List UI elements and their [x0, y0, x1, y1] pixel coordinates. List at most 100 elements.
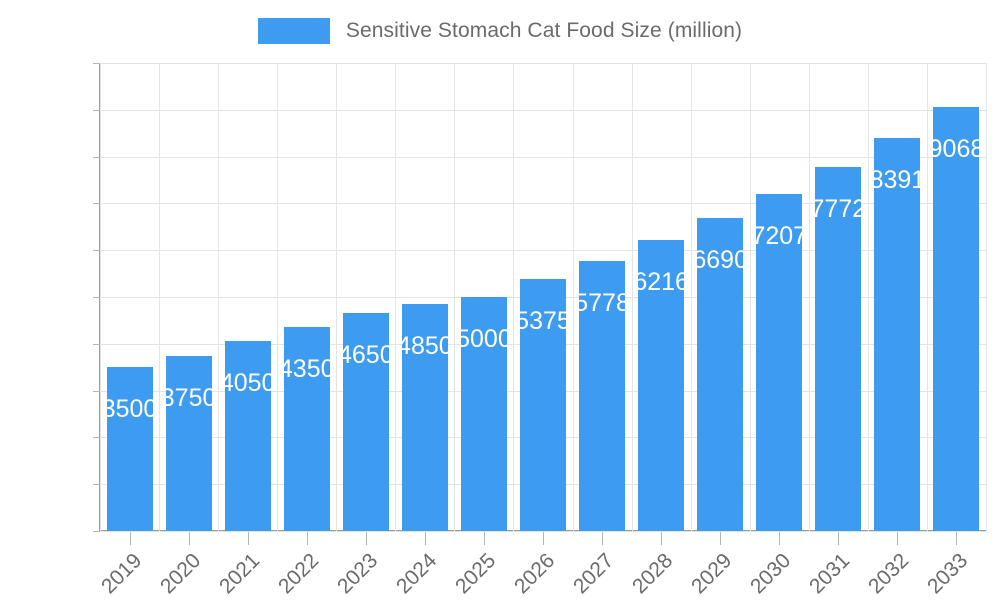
y-axis-tick-mark: [93, 437, 100, 439]
bar[interactable]: 9068: [933, 106, 980, 531]
bar[interactable]: 4650: [342, 313, 389, 531]
y-axis-tick-mark: [93, 484, 100, 486]
x-axis-tick-label: 2029: [687, 549, 737, 599]
bar-cell: 4850: [395, 63, 454, 531]
bar[interactable]: 4050: [224, 341, 271, 531]
gridline-vertical: [159, 63, 160, 531]
bar[interactable]: 6690: [697, 217, 744, 531]
y-axis-tick-mark: [93, 250, 100, 252]
x-axis-tick-label: 2025: [450, 549, 501, 599]
y-axis-tick-mark: [93, 63, 100, 64]
bar-value-label: 5000: [460, 325, 507, 353]
x-axis-tick-mark: [661, 532, 662, 545]
plot-area: 3500 3750 4050 4350 4650 4850 5000 5375 5778 6216…: [100, 63, 987, 532]
gridline-vertical: [218, 63, 219, 531]
x-axis-tick-mark: [307, 532, 308, 545]
x-axis-tick-label: 2026: [509, 549, 560, 599]
bar-cell: 3500: [100, 63, 159, 531]
bar[interactable]: 3750: [165, 355, 212, 531]
legend-swatch-icon[interactable]: [257, 18, 330, 44]
bar-value-label: 3750: [165, 383, 212, 412]
gridline-vertical: [395, 63, 396, 531]
bar-value-label: 4650: [342, 341, 389, 370]
bar-value-label: 6690: [697, 245, 744, 274]
x-axis-tick-label: 2032: [864, 549, 914, 599]
gridline-vertical: [927, 63, 928, 531]
bar[interactable]: 8391: [874, 138, 921, 531]
gridline-horizontal: [100, 63, 986, 64]
bar[interactable]: 4850: [401, 304, 448, 531]
bar-cell: 6216: [632, 63, 691, 531]
bar-cell: 9068: [927, 63, 986, 531]
gridline-vertical: [454, 63, 455, 531]
x-axis-tick-mark: [130, 532, 131, 545]
bar[interactable]: 6216: [638, 240, 685, 531]
gridline-horizontal: [100, 250, 986, 252]
bar-value-label: 7772: [815, 195, 862, 224]
bar-cell: 5778: [573, 63, 632, 531]
bar[interactable]: 4350: [283, 327, 330, 531]
y-axis-tick-mark: [93, 343, 100, 345]
x-axis-tick-label: 2028: [628, 549, 678, 599]
bar[interactable]: 7207: [756, 193, 803, 531]
bar[interactable]: 5000: [460, 297, 507, 531]
bar-cell: 5000: [454, 63, 513, 531]
gridline-vertical: [277, 63, 278, 531]
bar[interactable]: 5375: [519, 279, 566, 531]
gridline-vertical: [100, 63, 101, 531]
gridline-vertical: [809, 63, 810, 531]
gridline-horizontal: [100, 109, 986, 111]
bar-value-label: 4350: [283, 355, 330, 384]
gridline-vertical: [632, 63, 633, 531]
bar-value-label: 4850: [401, 332, 448, 361]
bar[interactable]: 3500: [106, 367, 153, 531]
x-axis-tick-label: 2021: [214, 549, 264, 599]
x-axis-tick-label: 2024: [391, 549, 442, 599]
bar-value-label: 5778: [579, 288, 626, 317]
bar-cell: 4650: [336, 63, 395, 531]
y-axis-tick-mark: [93, 531, 100, 532]
bar-cell: 5375: [513, 63, 572, 531]
gridline-vertical: [336, 63, 337, 531]
bar-series: 3500 3750 4050 4350 4650 4850 5000 5375 5778 6216…: [100, 63, 986, 531]
bar-cell: 4050: [218, 63, 277, 531]
gridline-vertical: [573, 63, 574, 531]
gridline-vertical: [691, 63, 692, 531]
bar-value-label: 5375: [519, 307, 566, 336]
bar-cell: 4350: [277, 63, 336, 531]
x-axis-tick-mark: [838, 532, 839, 545]
x-axis-tick-mark: [189, 532, 190, 545]
gridline-vertical: [750, 63, 751, 531]
bar-cell: 7207: [750, 63, 809, 531]
y-axis-tick-mark: [93, 109, 100, 111]
legend-label: Sensitive Stomach Cat Food Size (million…: [345, 19, 743, 42]
bar-value-label: 7207: [756, 221, 803, 250]
x-axis-tick-label: 2023: [332, 549, 383, 599]
x-axis-tick-label: 2027: [569, 549, 619, 599]
x-axis-tick-mark: [897, 532, 898, 545]
gridline-horizontal: [100, 156, 986, 158]
x-axis-tick-mark: [248, 532, 249, 545]
x-axis-tick-label: 2020: [155, 549, 205, 599]
gridline-horizontal: [100, 531, 986, 532]
x-axis-tick-mark: [720, 532, 721, 545]
x-axis-tick-label: 2019: [96, 549, 146, 599]
bar-cell: 3750: [159, 63, 218, 531]
y-axis-tick-mark: [93, 390, 100, 392]
y-axis-tick-mark: [93, 297, 100, 298]
bar[interactable]: 5778: [579, 260, 626, 531]
x-axis-tick-label: 2033: [923, 549, 973, 599]
x-axis-tick-mark: [425, 532, 426, 545]
gridline-vertical: [868, 63, 869, 531]
bar-value-label: 6216: [638, 268, 685, 297]
bar[interactable]: 7772: [815, 167, 862, 531]
gridline-horizontal: [100, 203, 986, 205]
bar-value-label: 8391: [874, 166, 921, 195]
bar-value-label: 4050: [224, 369, 271, 398]
x-axis-tick-mark: [484, 532, 485, 545]
y-axis-tick-mark: [93, 156, 100, 158]
bar-value-label: 9068: [933, 134, 980, 163]
x-axis-tick-mark: [543, 532, 544, 545]
x-axis-tick-mark: [366, 532, 367, 545]
